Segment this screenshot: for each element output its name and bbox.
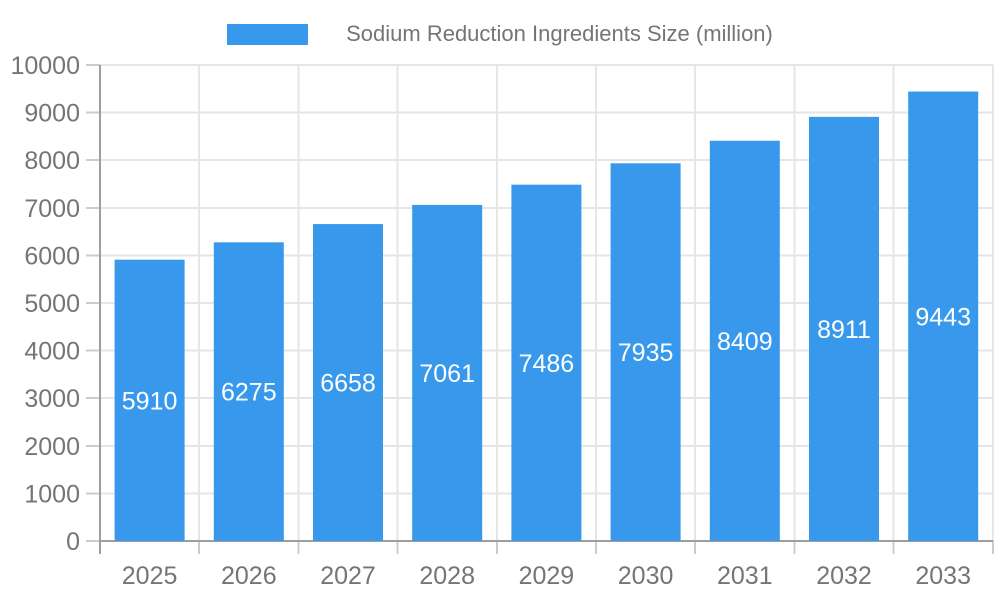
bar-2027[interactable] <box>313 224 383 541</box>
bar-value-label: 7486 <box>519 350 575 378</box>
y-tick-label: 1000 <box>24 480 80 508</box>
y-tick-label: 5000 <box>24 290 80 318</box>
chart-legend[interactable]: Sodium Reduction Ingredients Size (milli… <box>0 21 1000 47</box>
bar-2033[interactable] <box>908 91 979 542</box>
x-tick-label: 2033 <box>915 562 971 590</box>
x-tick-label: 2027 <box>320 562 376 590</box>
bar-value-label: 7935 <box>618 339 674 367</box>
y-tick-label: 0 <box>66 528 80 556</box>
x-tick-label: 2030 <box>618 562 674 590</box>
y-tick-label: 2000 <box>24 433 80 461</box>
y-tick-label: 3000 <box>24 385 80 413</box>
bar-value-label: 9443 <box>915 303 971 331</box>
legend-swatch-icon <box>227 23 309 45</box>
bar-2026[interactable] <box>213 242 284 541</box>
bar-value-label: 8409 <box>717 328 773 356</box>
bar-value-label: 6275 <box>221 379 277 407</box>
x-tick-label: 2031 <box>717 562 773 590</box>
bar-2032[interactable] <box>809 116 879 542</box>
y-tick-label: 9000 <box>24 100 80 128</box>
bar-value-label: 6658 <box>320 370 376 398</box>
bar-value-label: 8911 <box>817 316 871 344</box>
x-tick-label: 2032 <box>816 562 872 590</box>
y-tick-label: 7000 <box>24 195 80 223</box>
bar-value-label: 5910 <box>122 387 178 415</box>
y-tick-label: 4000 <box>24 338 80 366</box>
x-tick-label: 2029 <box>519 562 575 590</box>
bar-2029[interactable] <box>511 184 582 542</box>
bar-2031[interactable] <box>709 140 780 541</box>
y-tick-label: 8000 <box>24 147 80 175</box>
y-tick-label: 10000 <box>10 52 80 80</box>
x-tick-label: 2026 <box>221 562 277 590</box>
bar-2030[interactable] <box>610 163 681 541</box>
bar-2025[interactable] <box>114 259 185 541</box>
legend-label: Sodium Reduction Ingredients Size (milli… <box>346 21 773 46</box>
bar-2028[interactable] <box>412 204 483 541</box>
y-tick-label: 6000 <box>24 242 80 270</box>
bar-value-label: 7061 <box>419 360 475 388</box>
x-tick-label: 2025 <box>122 562 178 590</box>
x-tick-label: 2028 <box>419 562 475 590</box>
